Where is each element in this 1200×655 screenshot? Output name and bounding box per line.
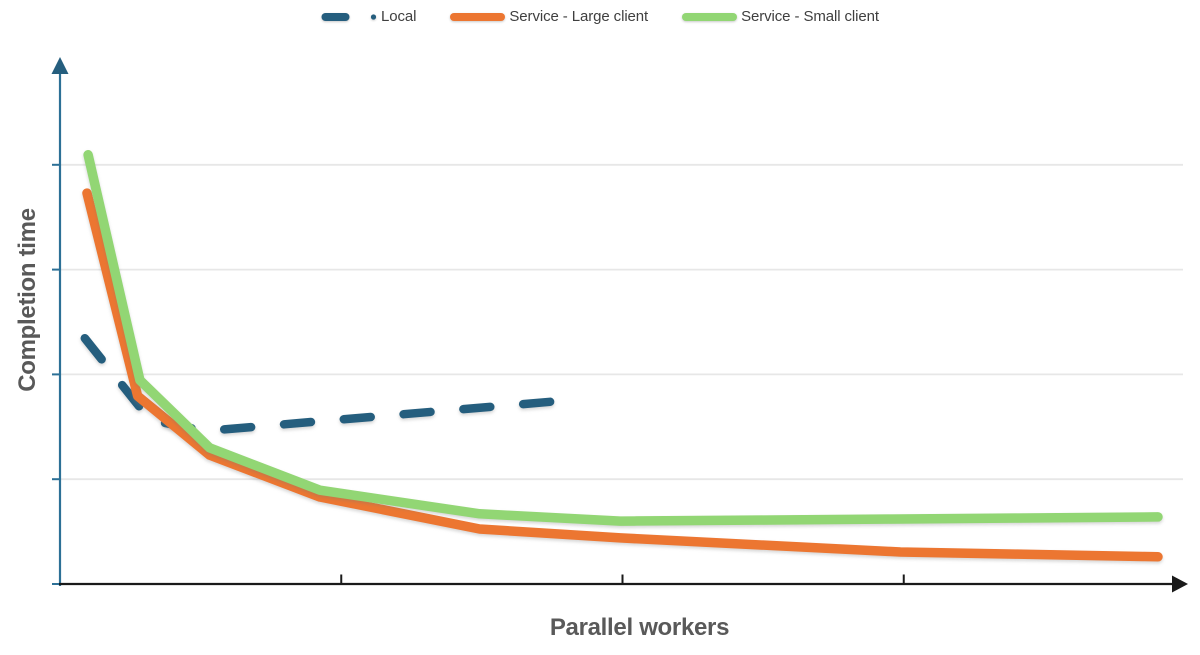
- series-service-large-client-line: [82, 188, 1163, 562]
- legend-line-swatch-icon: [450, 13, 506, 21]
- chart-legend: Local Service - Large client Service - S…: [0, 6, 1200, 28]
- series-service-small-client-line: [83, 150, 1163, 526]
- series-local-line: [80, 333, 563, 436]
- legend-item-service-large-client: Service - Large client: [449, 6, 648, 28]
- y-axis-arrow-icon: [51, 57, 69, 74]
- legend-item-service-small-client: Service - Small client: [681, 6, 879, 28]
- legend-item-local: Local: [321, 6, 417, 28]
- legend-line-swatch-icon: [682, 13, 738, 21]
- y-axis-title: Completion time: [14, 208, 41, 392]
- x-axis-arrow-icon: [1172, 575, 1188, 593]
- legend-label: Local: [381, 8, 417, 25]
- x-axis-title: Parallel workers: [549, 614, 730, 641]
- legend-label: Service - Small client: [741, 8, 879, 25]
- legend-label: Service - Large client: [509, 8, 649, 25]
- legend-dash-dot-swatch-icon: [321, 13, 377, 21]
